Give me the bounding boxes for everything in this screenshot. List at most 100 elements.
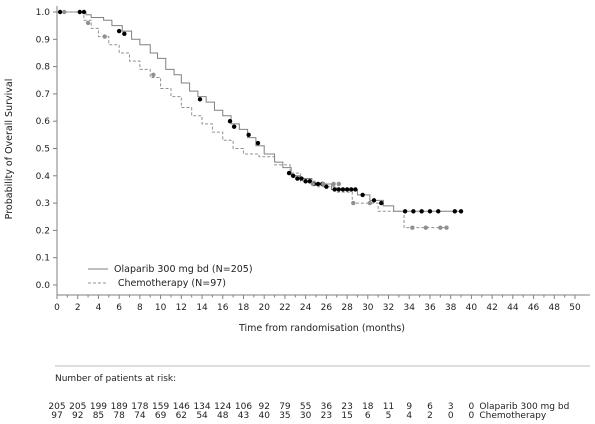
censor-mark-olaparib <box>411 209 416 214</box>
x-tick-label: 10 <box>155 303 167 313</box>
censor-mark-olaparib <box>291 173 296 178</box>
x-tick-label: 18 <box>238 303 250 313</box>
x-tick-label: 28 <box>341 303 353 313</box>
y-tick-label: 0.0 <box>36 281 51 291</box>
x-tick-label: 6 <box>116 303 122 313</box>
y-tick-label: 0.2 <box>36 226 50 236</box>
risk-count: 205 <box>69 402 86 412</box>
risk-count: 106 <box>235 402 252 412</box>
risk-count: 0 <box>448 411 454 421</box>
censor-mark-olaparib <box>315 181 321 187</box>
censor-mark-olaparib <box>299 176 304 181</box>
censor-mark-chemotherapy <box>336 181 341 187</box>
legend: Olaparib 300 mg bd (N=205) Chemotherapy (… <box>88 264 253 289</box>
risk-count: 62 <box>176 411 187 421</box>
censor-mark-chemotherapy <box>331 181 336 187</box>
risk-count: 11 <box>383 402 394 412</box>
risk-count: 6 <box>365 411 371 421</box>
x-tick-label: 34 <box>404 303 416 313</box>
x-tick-label: 4 <box>96 303 102 313</box>
censor-mark-olaparib <box>295 176 300 181</box>
censor-mark-olaparib <box>427 209 433 214</box>
km-curve-chemotherapy <box>57 11 446 229</box>
censor-mark-chemotherapy <box>85 20 91 26</box>
censor-mark-olaparib <box>307 179 312 184</box>
censor-mark-olaparib <box>452 209 458 214</box>
risk-count: 74 <box>134 411 146 421</box>
censor-mark-olaparib <box>353 187 358 192</box>
x-tick-label: 16 <box>217 303 229 313</box>
risk-count: 92 <box>72 411 83 421</box>
censor-mark-olaparib <box>336 187 341 192</box>
x-tick-label: 12 <box>176 303 187 313</box>
censor-mark-olaparib <box>402 209 408 214</box>
risk-count: 79 <box>279 402 291 412</box>
risk-count: 0 <box>469 402 475 412</box>
censor-mark-olaparib <box>379 200 384 206</box>
risk-count: 54 <box>196 411 208 421</box>
risk-count: 40 <box>258 411 270 421</box>
censor-mark-olaparib <box>255 140 261 146</box>
censor-mark-chemotherapy <box>321 181 326 187</box>
risk-count: 36 <box>321 402 333 412</box>
risk-count: 124 <box>214 402 231 412</box>
risk-count: 2 <box>427 411 433 421</box>
x-tick-label: 20 <box>258 303 270 313</box>
risk-count: 55 <box>300 402 311 412</box>
censor-marks <box>57 9 464 230</box>
risk-count: 18 <box>362 402 374 412</box>
legend-label-olaparib: Olaparib 300 mg bd (N=205) <box>114 264 253 275</box>
censor-mark-olaparib <box>57 9 63 15</box>
risk-count: 23 <box>321 411 332 421</box>
risk-count: 189 <box>111 402 128 412</box>
censor-mark-olaparib <box>197 97 203 102</box>
risk-count: 43 <box>238 411 249 421</box>
y-axis-title: Probability of Overall Survival <box>4 79 15 220</box>
legend-label-chemotherapy: Chemotherapy (N=97) <box>118 278 226 289</box>
risk-count: 23 <box>341 402 352 412</box>
x-tick-label: 14 <box>196 303 208 313</box>
censor-mark-chemotherapy <box>62 9 67 15</box>
censor-mark-olaparib <box>371 198 377 203</box>
censor-mark-olaparib <box>77 9 82 15</box>
risk-count: 15 <box>341 411 352 421</box>
risk-count: 97 <box>51 411 62 421</box>
censor-mark-chemotherapy <box>351 200 356 206</box>
censor-mark-olaparib <box>81 9 87 15</box>
risk-count: 9 <box>406 402 412 412</box>
x-tick-label: 30 <box>362 303 374 313</box>
risk-count: 146 <box>173 402 190 412</box>
censor-mark-olaparib <box>286 170 292 176</box>
risk-row-label: Chemotherapy <box>479 411 546 421</box>
censor-mark-olaparib <box>324 184 329 189</box>
censor-mark-olaparib <box>360 192 365 198</box>
risk-count: 3 <box>448 402 454 412</box>
y-tick-label: 0.3 <box>36 199 50 209</box>
y-tick-label: 0.8 <box>36 63 51 73</box>
risk-count: 199 <box>90 402 107 412</box>
censor-mark-chemotherapy <box>444 225 449 230</box>
censor-mark-olaparib <box>332 187 337 192</box>
censor-mark-chemotherapy <box>310 181 316 187</box>
censor-mark-olaparib <box>227 119 233 124</box>
x-tick-label: 24 <box>300 303 312 313</box>
risk-count: 5 <box>386 411 392 421</box>
x-tick-label: 32 <box>383 303 394 313</box>
x-tick-label: 42 <box>486 303 497 313</box>
risk-count: 92 <box>258 402 269 412</box>
risk-count: 30 <box>300 411 312 421</box>
risk-table-title: Number of patients at risk: <box>55 374 176 384</box>
x-tick-label: 46 <box>528 303 540 313</box>
censor-mark-olaparib <box>246 132 251 138</box>
y-tick-label: 0.4 <box>36 172 51 182</box>
axes: 0.00.10.20.30.40.50.60.70.80.91.00 2 4 6 8 10… <box>36 6 590 313</box>
risk-row-label: Olaparib 300 mg bd <box>479 402 569 412</box>
censor-mark-olaparib <box>303 179 308 184</box>
risk-count: 0 <box>469 411 475 421</box>
risk-count: 48 <box>217 411 229 421</box>
censor-mark-olaparib <box>436 209 441 214</box>
risk-count: 69 <box>155 411 167 421</box>
risk-count: 178 <box>131 402 148 412</box>
censor-mark-chemotherapy <box>102 34 107 39</box>
censor-mark-olaparib <box>419 209 424 214</box>
